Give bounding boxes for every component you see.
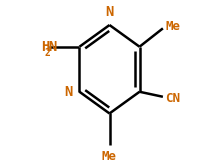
Text: N: N	[48, 40, 56, 54]
Text: N: N	[105, 5, 114, 19]
Text: 2: 2	[44, 48, 50, 58]
Text: Me: Me	[102, 150, 117, 163]
Text: CN: CN	[165, 92, 180, 105]
Text: Me: Me	[165, 20, 180, 33]
Text: N: N	[64, 85, 73, 99]
Text: H: H	[41, 40, 49, 54]
